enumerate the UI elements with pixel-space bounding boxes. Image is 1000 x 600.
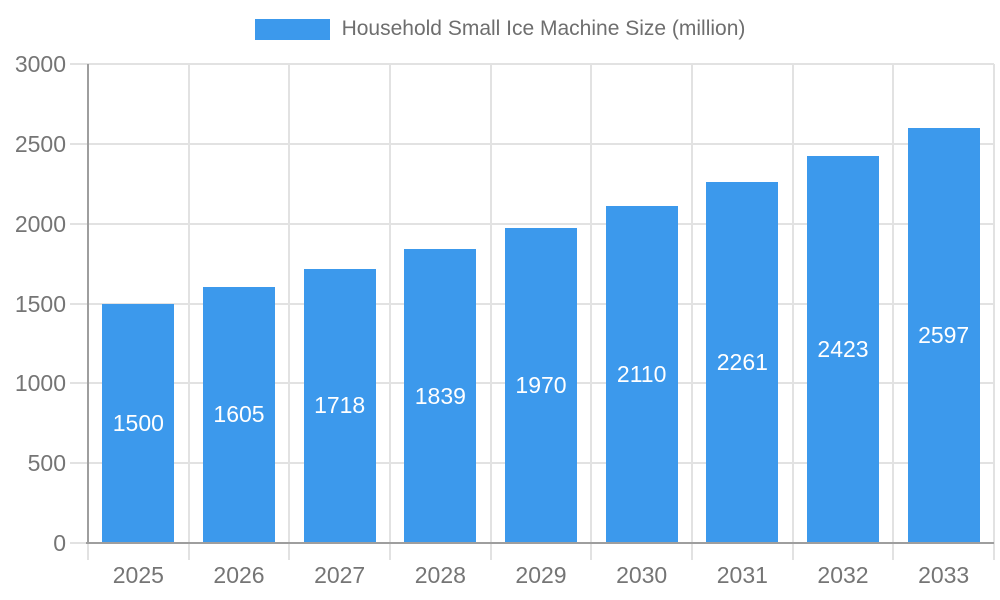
y-tick-label: 3000 [14, 51, 66, 77]
bar-value-label: 2423 [817, 336, 869, 363]
gridline-vertical [187, 64, 190, 560]
bar-value-label: 1718 [314, 392, 366, 419]
bar [907, 128, 980, 542]
y-axis-line [87, 64, 89, 543]
bar [807, 156, 879, 542]
gridline-horizontal [70, 63, 994, 65]
x-tick-label: 2026 [213, 562, 265, 588]
bar [303, 268, 376, 542]
gridline-vertical [389, 64, 391, 560]
gridline-vertical [590, 64, 593, 560]
x-tick-label: 2032 [817, 562, 869, 588]
bar [102, 303, 175, 542]
y-tick-label: 2500 [14, 130, 66, 157]
gridline-vertical [993, 64, 995, 560]
bar [404, 249, 477, 542]
gridline-vertical [691, 64, 693, 560]
bar-value-label: 1605 [213, 401, 265, 428]
y-tick-label: 500 [27, 450, 66, 477]
bar-value-label: 2597 [918, 322, 970, 349]
x-tick-label: 2027 [314, 562, 366, 588]
bar-value-label: 1839 [414, 382, 466, 409]
legend-label: Household Small Ice Machine Size (millio… [341, 17, 746, 40]
bar [706, 181, 779, 542]
gridline-vertical [288, 64, 291, 560]
bar-value-label: 2110 [616, 361, 667, 388]
y-tick-label: 1500 [14, 290, 66, 317]
gridline-horizontal [70, 142, 994, 145]
bar [605, 206, 678, 542]
x-tick-label: 2028 [414, 562, 466, 588]
y-tick-label: 2000 [14, 210, 66, 237]
bar-value-label: 1970 [515, 372, 567, 399]
bar [505, 228, 577, 542]
x-axis-line [86, 542, 994, 544]
y-tick-label: 1000 [14, 370, 66, 397]
x-tick-label: 2031 [716, 562, 768, 588]
bar-value-label: 1500 [112, 409, 164, 436]
bar [203, 286, 275, 542]
legend-swatch [254, 18, 330, 40]
gridline-horizontal [70, 222, 994, 225]
y-tick-label: 0 [53, 530, 66, 556]
gridline-vertical [892, 64, 895, 560]
x-tick-label: 2025 [112, 562, 164, 588]
x-tick-label: 2029 [515, 562, 567, 588]
chart-legend[interactable]: Household Small Ice Machine Size (millio… [0, 17, 1000, 41]
bar-value-label: 2261 [716, 348, 768, 375]
x-tick-label: 2030 [616, 562, 668, 588]
gridline-vertical [489, 64, 492, 560]
gridline-vertical [791, 64, 794, 560]
x-tick-label: 2033 [918, 562, 970, 588]
